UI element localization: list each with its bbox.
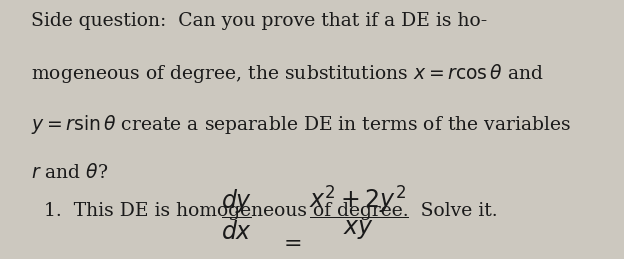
Text: $\dfrac{dy}{dx}$: $\dfrac{dy}{dx}$ [222,188,253,242]
Text: $y = r\sin\theta$ create a separable DE in terms of the variables: $y = r\sin\theta$ create a separable DE … [31,113,572,136]
Text: $r$ and $\theta$?: $r$ and $\theta$? [31,163,109,182]
Text: Side question:  Can you prove that if a DE is ho-: Side question: Can you prove that if a D… [31,12,487,30]
Text: mogeneous of degree, the substitutions $x = r\cos\theta$ and: mogeneous of degree, the substitutions $… [31,62,544,85]
Text: 1.  This DE is homogeneous of degree.  Solve it.: 1. This DE is homogeneous of degree. Sol… [44,202,497,220]
Text: $\dfrac{x^2+2y^2}{xy}$: $\dfrac{x^2+2y^2}{xy}$ [309,184,409,242]
Text: $=$: $=$ [279,231,301,253]
